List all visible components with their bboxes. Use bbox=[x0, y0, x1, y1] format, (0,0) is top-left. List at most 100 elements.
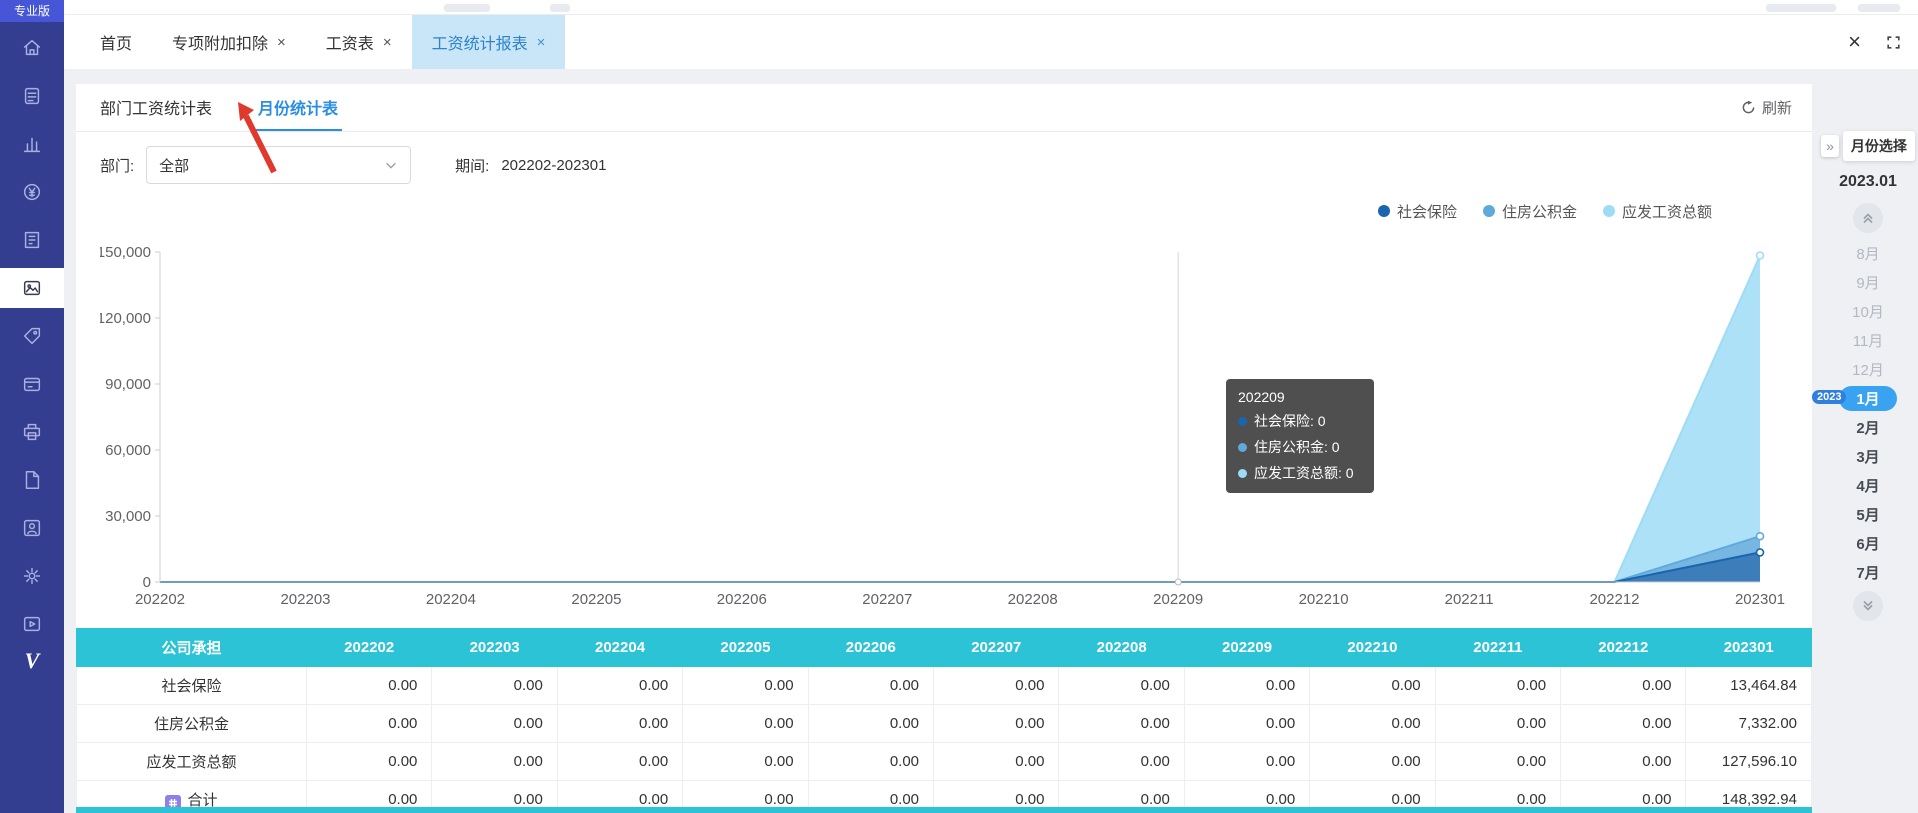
value-cell: 0.00 bbox=[682, 704, 809, 743]
sidebar-item-tax-card[interactable] bbox=[0, 364, 64, 404]
subtab-row: 部门工资统计表 月份统计表 刷新 bbox=[76, 84, 1812, 174]
value-cell: 0.00 bbox=[431, 742, 558, 781]
month-item-6月[interactable]: 6月 bbox=[1839, 531, 1897, 556]
value-cell: 0.00 bbox=[1560, 704, 1687, 743]
top-strip bbox=[64, 0, 1918, 15]
close-tab-icon[interactable]: × bbox=[1848, 29, 1861, 54]
sidebar-item-print[interactable] bbox=[0, 412, 64, 452]
value-cell: 0.00 bbox=[431, 666, 558, 705]
tab-专项附加扣除[interactable]: 专项附加扣除 × bbox=[152, 15, 306, 69]
sidebar-item-chart[interactable] bbox=[0, 124, 64, 164]
report-card: 部门工资统计表 月份统计表 刷新 部门: 全部 bbox=[76, 84, 1812, 813]
value-cell: 127,596.10 bbox=[1685, 742, 1812, 781]
chart-legend: 社会保险 住房公积金 应发工资总额 bbox=[76, 196, 1812, 224]
tab-close-icon[interactable]: × bbox=[382, 33, 392, 51]
sidebar-item-home[interactable] bbox=[0, 28, 64, 68]
month-item-5月[interactable]: 5月 bbox=[1839, 502, 1897, 527]
tab-bar: 首页 专项附加扣除 × 工资表 × 工资统计报表 × × bbox=[64, 15, 1918, 69]
sidebar-item-contacts[interactable] bbox=[0, 508, 64, 548]
print-icon bbox=[23, 423, 41, 441]
subtab-部门工资统计表[interactable]: 部门工资统计表 bbox=[100, 100, 213, 118]
legend-item-社会保险[interactable]: 社会保险 bbox=[1377, 201, 1457, 222]
value-cell: 0.00 bbox=[1058, 704, 1185, 743]
current-period: 2023.01 bbox=[1839, 173, 1897, 190]
tab-close-icon[interactable]: × bbox=[277, 33, 286, 51]
tab-label: 工资统计报表 bbox=[431, 36, 528, 53]
sidebar-item-doc[interactable] bbox=[0, 460, 64, 500]
svg-text:30,000: 30,000 bbox=[105, 508, 151, 525]
month-item-1月[interactable]: 2023 1月 bbox=[1812, 386, 1897, 411]
tab-首页[interactable]: 首页 bbox=[80, 15, 152, 69]
month-item-9月[interactable]: 9月 bbox=[1839, 270, 1897, 295]
subtab-月份统计表[interactable]: 月份统计表 bbox=[254, 84, 343, 131]
sidebar-item-video[interactable] bbox=[0, 604, 64, 644]
svg-text:90,000: 90,000 bbox=[105, 376, 151, 393]
sidebar-item-report[interactable] bbox=[0, 268, 64, 308]
sum-grid-icon bbox=[165, 794, 182, 811]
svg-text:202209: 202209 bbox=[1153, 591, 1203, 608]
month-item-11月[interactable]: 11月 bbox=[1839, 328, 1897, 353]
sidebar-item-ledger[interactable] bbox=[0, 76, 64, 116]
svg-text:202210: 202210 bbox=[1299, 591, 1349, 608]
tax-card-icon bbox=[23, 377, 41, 392]
refresh-button[interactable]: 刷新 bbox=[1741, 97, 1792, 118]
table-header-cell: 202208 bbox=[1058, 628, 1185, 667]
value-cell: 0.00 bbox=[556, 742, 684, 781]
month-item-7月[interactable]: 7月 bbox=[1839, 560, 1897, 585]
fund-icon bbox=[23, 183, 41, 201]
year-badge: 2023 bbox=[1812, 390, 1847, 404]
tab-工资表[interactable]: 工资表 × bbox=[306, 15, 412, 69]
table-header-cell: 202210 bbox=[1309, 628, 1436, 667]
legend-item-应发工资总额[interactable]: 应发工资总额 bbox=[1602, 201, 1712, 222]
month-item-3月[interactable]: 3月 bbox=[1839, 444, 1897, 469]
svg-text:150,000: 150,000 bbox=[100, 244, 151, 261]
brand-logo: V bbox=[24, 648, 40, 673]
value-cell: 0.00 bbox=[431, 704, 558, 743]
value-cell: 0.00 bbox=[1434, 742, 1562, 781]
month-panel-header: » 月份选择 bbox=[1821, 131, 1915, 161]
topbar-partial-control bbox=[550, 4, 570, 12]
dept-dropdown-value: 全部 bbox=[159, 157, 190, 175]
sidebar-item-fund[interactable] bbox=[0, 172, 64, 212]
value-cell: 0.00 bbox=[1183, 742, 1311, 781]
main-column: 首页 专项附加扣除 × 工资表 × 工资统计报表 × × 部门工资统计表 月份统计表 刷新 bbox=[64, 0, 1918, 813]
tab-close-icon[interactable]: × bbox=[536, 33, 546, 51]
month-item-2月[interactable]: 2月 bbox=[1839, 415, 1897, 440]
salary-area-chart[interactable]: 0 30,000 60,000 90,000 120,000 150,000 202202 2… bbox=[100, 224, 1812, 624]
topbar-partial-control bbox=[1858, 4, 1900, 12]
month-scroll-up-button[interactable] bbox=[1853, 203, 1883, 233]
month-label: 8月 bbox=[1856, 246, 1880, 263]
table-header-cell: 202202 bbox=[305, 628, 433, 667]
table-header-cell: 202203 bbox=[431, 628, 558, 667]
sidebar-item-settings[interactable] bbox=[0, 556, 64, 596]
legend-item-住房公积金[interactable]: 住房公积金 bbox=[1482, 201, 1577, 222]
value-cell: 0.00 bbox=[1183, 704, 1311, 743]
month-scroll-down-button[interactable] bbox=[1853, 591, 1883, 621]
sidebar: 专业版 V bbox=[0, 0, 64, 813]
month-item-8月[interactable]: 8月 bbox=[1839, 241, 1897, 266]
row-label-cell: 应发工资总额 bbox=[76, 742, 307, 781]
table-row: 应发工资总额 0.00 0.00 0.00 0.00 0.00 0.00 0.00 0.00 0.… bbox=[76, 742, 1812, 781]
row-label-cell: 住房公积金 bbox=[76, 704, 307, 743]
value-cell: 7,332.00 bbox=[1685, 704, 1812, 743]
collapse-month-panel-button[interactable]: » bbox=[1821, 135, 1839, 157]
tab-工资统计报表[interactable]: 工资统计报表 × bbox=[411, 15, 566, 69]
doc-icon bbox=[25, 471, 40, 489]
row-label: 社会保险 bbox=[161, 678, 222, 695]
row-label: 合计 bbox=[187, 791, 218, 809]
sidebar-item-invoice[interactable] bbox=[0, 220, 64, 260]
topbar-partial-control bbox=[1766, 4, 1836, 12]
fullscreen-icon[interactable] bbox=[1885, 34, 1902, 51]
legend-dot-icon bbox=[1377, 205, 1390, 217]
row-label: 应发工资总额 bbox=[146, 754, 237, 771]
month-label: 9月 bbox=[1856, 275, 1880, 292]
month-item-12月[interactable]: 12月 bbox=[1839, 357, 1897, 382]
table-header-row: 公司承担 202202 202203 202204 202205 202206 202207… bbox=[76, 628, 1812, 667]
content-area: 部门工资统计表 月份统计表 刷新 部门: 全部 bbox=[64, 69, 1918, 813]
sidebar-item-goods[interactable] bbox=[0, 316, 64, 356]
month-item-10月[interactable]: 10月 bbox=[1839, 299, 1897, 324]
value-cell: 0.00 bbox=[305, 704, 433, 743]
month-item-4月[interactable]: 4月 bbox=[1839, 473, 1897, 498]
dept-dropdown[interactable]: 全部 bbox=[146, 146, 412, 184]
